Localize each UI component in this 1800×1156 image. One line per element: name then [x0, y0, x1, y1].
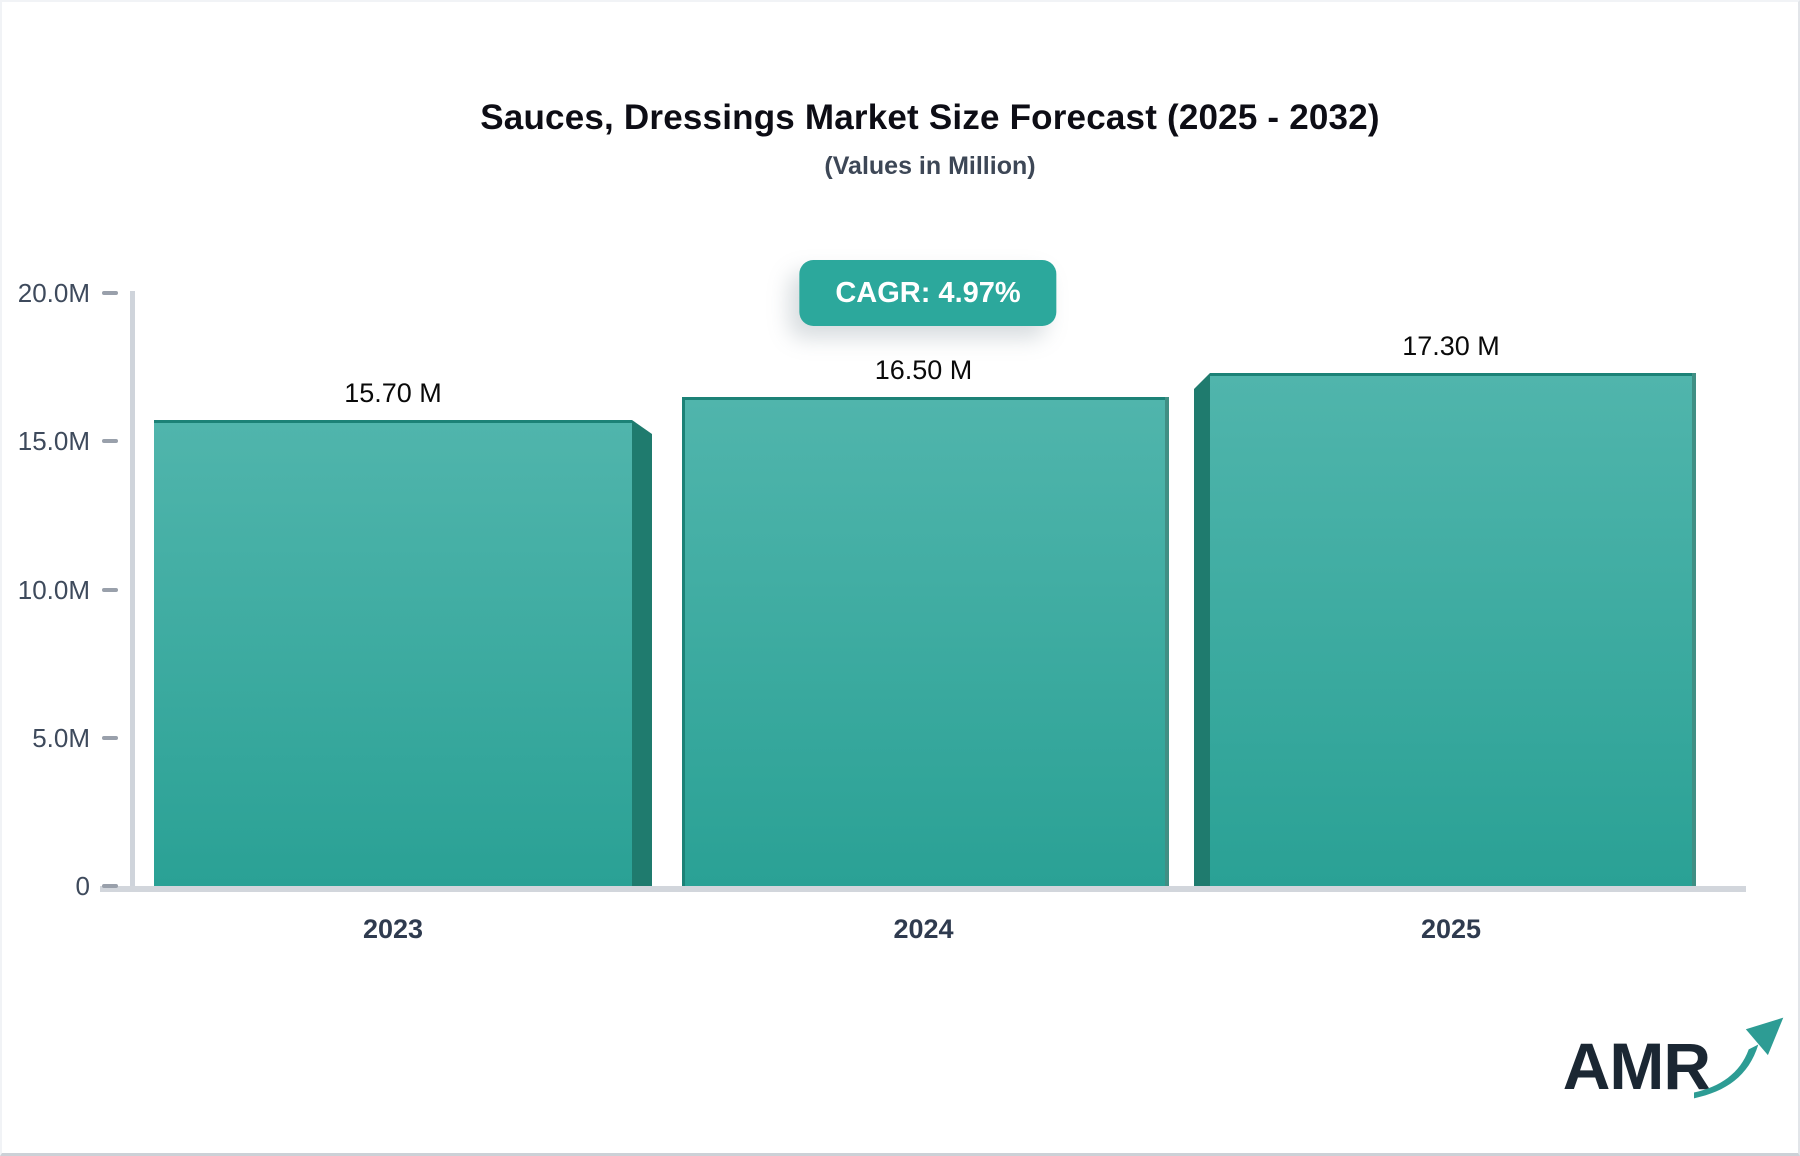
y-tick-label: 10.0M	[17, 574, 90, 605]
y-tick-label: 5.0M	[32, 722, 90, 753]
bar-fill	[1210, 373, 1692, 886]
bar-2023	[154, 420, 652, 886]
bar-2025	[1194, 373, 1696, 886]
y-tick-mark	[102, 735, 118, 740]
y-tick-mark	[102, 291, 118, 295]
trend-up-arrow-icon	[1694, 1017, 1784, 1099]
y-tick-label: 20.0M	[17, 278, 90, 308]
bar-value-label: 15.70 M	[344, 378, 442, 408]
chart-title: Sauces, Dressings Market Size Forecast (…	[480, 98, 1380, 137]
cagr-label: CAGR: 4.97%	[835, 277, 1021, 309]
bar-right-edge	[1692, 373, 1696, 886]
y-tick-mark	[102, 439, 118, 444]
chart-subtitle: (Values in Million)	[824, 152, 1036, 180]
cagr-badge: CAGR: 4.97%	[799, 260, 1057, 326]
amr-logo: AMR	[1562, 1017, 1784, 1109]
x-tick-label: 2024	[893, 914, 954, 944]
y-axis-line	[130, 291, 135, 888]
bar-3d-left-face	[1194, 373, 1210, 886]
x-tick-label: 2025	[1420, 914, 1482, 944]
x-tick-label: 2023	[362, 914, 424, 944]
x-axis-line	[100, 886, 1746, 892]
bar-3d-right-face	[632, 420, 652, 886]
y-tick-label: 15.0M	[17, 426, 90, 457]
bar-value-label: 17.30 M	[1402, 331, 1500, 361]
bar-fill	[682, 397, 1165, 886]
bar-2024	[682, 397, 1169, 886]
y-tick-label: 0	[75, 871, 90, 901]
y-tick-mark	[102, 587, 118, 592]
bar-right-edge	[1165, 397, 1169, 886]
y-tick-mark	[102, 884, 118, 888]
bar-value-label: 16.50 M	[874, 355, 973, 385]
bar-fill	[154, 420, 632, 886]
logo-text: AMR	[1562, 1029, 1711, 1103]
